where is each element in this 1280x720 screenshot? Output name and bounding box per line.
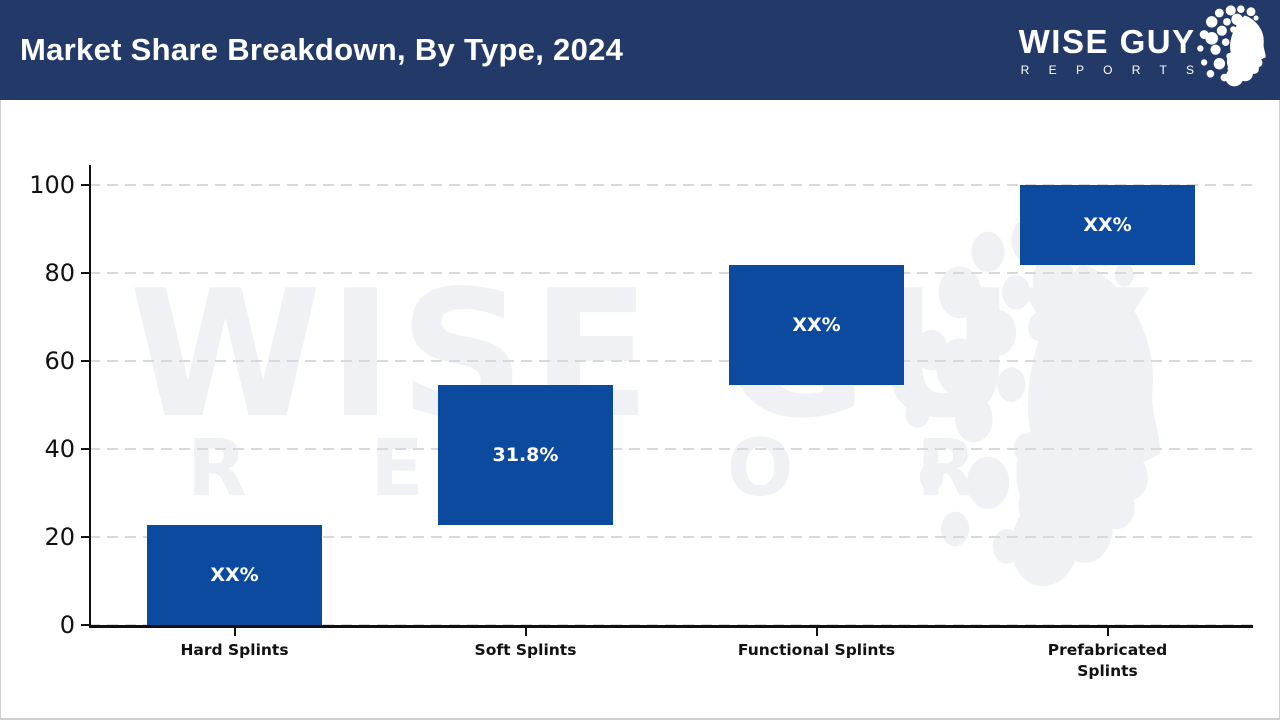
brand-logo: WISE GUY R E P O R T S [1019,5,1270,97]
x-axis-category-label: Soft Splints [474,641,577,659]
logo-wordmark: WISE GUY [1018,23,1196,60]
header-bar: Market Share Breakdown, By Type, 2024 WI… [0,0,1280,100]
x-axis-category-label: Functional Splints [737,641,896,659]
x-axis-line [89,625,1253,628]
bar-value-label: XX% [792,314,841,337]
bar-value-label: XX% [210,564,259,587]
gridline [89,448,1253,450]
y-axis-tick-label: 60 [44,347,75,375]
gridline [89,272,1253,274]
y-axis-tick-mark [81,624,89,626]
bar-prefabricated-splints: XX% [1020,185,1195,266]
y-axis-tick-label: 100 [29,171,75,199]
y-axis-tick-mark [81,360,89,362]
page-title: Market Share Breakdown, By Type, 2024 [20,32,624,67]
logo-subtext: R E P O R T S [1020,63,1202,77]
y-axis-tick-label: 0 [59,611,75,639]
plot-area: 0 20 40 60 80 100 XX% Hard Splints 31.8% Soft Spl… [1,100,1279,718]
bar-functional-splints: XX% [729,265,904,386]
logo-wordmark-block: WISE GUY R E P O R T S [1019,25,1202,77]
gridline [89,184,1253,186]
x-axis-tick-mark [524,628,527,636]
y-axis-line [89,165,91,628]
y-axis-tick-mark [81,184,89,186]
x-axis-tick-mark [1106,628,1109,636]
bar-value-label: XX% [1083,214,1132,237]
bar-value-label: 31.8% [492,444,559,467]
y-axis-tick-mark [81,272,89,274]
x-axis-category-label: Prefabricated Splints [1047,641,1168,680]
x-axis-tick-mark [815,628,818,636]
x-axis-tick-mark [233,628,236,636]
bar-soft-splints: 31.8% [438,385,613,526]
x-axis-category-label: Hard Splints [180,641,289,659]
gridline [89,360,1253,362]
bar-hard-splints: XX% [147,525,322,625]
gridline [89,536,1253,538]
y-axis-tick-mark [81,448,89,450]
y-axis-tick-label: 80 [44,259,75,287]
y-axis-tick-mark [81,536,89,538]
y-axis-tick-label: 40 [44,435,75,463]
logo-head-icon [1197,5,1266,87]
y-axis-tick-label: 20 [44,523,75,551]
chart-area: WISE GUY R E P O R T S 0 20 40 60 80 100 XX% Ha… [0,100,1280,720]
